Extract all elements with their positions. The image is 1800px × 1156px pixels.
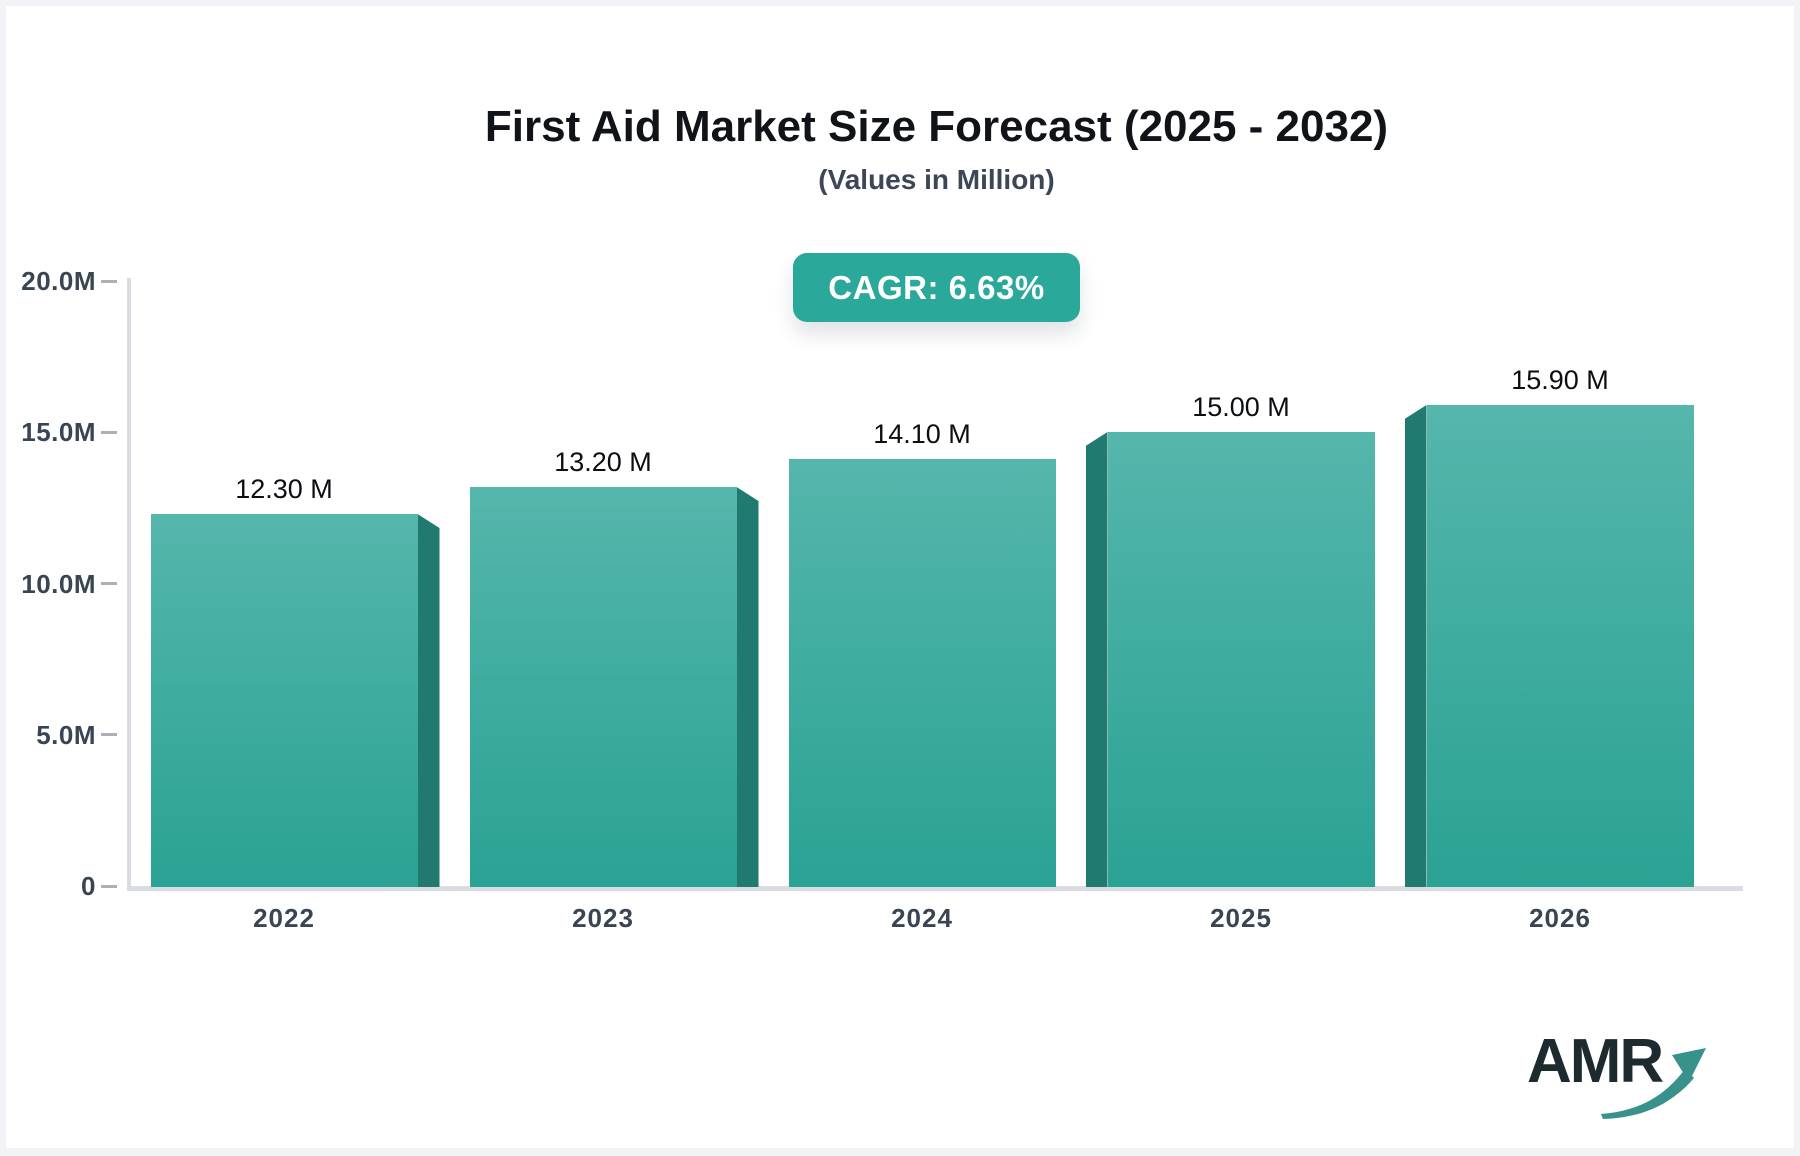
y-tick-label-5.0M: 5.0M xyxy=(36,719,96,750)
y-tick-mark xyxy=(101,279,117,283)
x-axis-line xyxy=(127,886,1743,891)
bar-2022[interactable] xyxy=(150,514,418,887)
y-tick-label-0: 0 xyxy=(81,871,96,901)
logo-growth-arrow-icon xyxy=(1601,1048,1706,1119)
x-tick-label-2023: 2023 xyxy=(572,903,634,933)
x-tick-label-2026: 2026 xyxy=(1529,903,1591,933)
bar-2024[interactable] xyxy=(788,459,1056,887)
y-tick-mark xyxy=(101,582,117,585)
amr-logo: AMR xyxy=(1505,1022,1735,1134)
bar-value-label-2023: 13.20 M xyxy=(554,447,652,477)
x-tick-label-2024: 2024 xyxy=(891,903,953,933)
y-tick-mark xyxy=(101,884,117,888)
x-tick-label-2025: 2025 xyxy=(1210,903,1272,933)
bar-3d-side-2022 xyxy=(417,514,440,887)
y-tick-label-15.0M: 15.0M xyxy=(21,417,96,448)
bar-value-label-2025: 15.00 M xyxy=(1192,392,1290,422)
bar-3d-side-2023 xyxy=(736,487,759,887)
bar-2025[interactable] xyxy=(1107,432,1375,887)
bar-value-label-2022: 12.30 M xyxy=(235,474,333,504)
y-tick-mark xyxy=(101,430,117,434)
logo-text: AMR xyxy=(1527,1027,1664,1096)
y-tick-label-10.0M: 10.0M xyxy=(21,568,96,599)
bar-value-label-2024: 14.10 M xyxy=(873,419,971,449)
y-tick-label-20.0M: 20.0M xyxy=(21,266,96,296)
bar-3d-side-2026 xyxy=(1404,405,1427,887)
bar-2026[interactable] xyxy=(1426,405,1694,887)
bar-2023[interactable] xyxy=(469,487,737,887)
bar-value-label-2026: 15.90 M xyxy=(1511,365,1609,395)
chart-subtitle: (Values in Million) xyxy=(818,164,1055,195)
bar-3d-side-2025 xyxy=(1085,432,1108,887)
chart-title: First Aid Market Size Forecast (2025 - 2… xyxy=(484,102,1389,151)
x-tick-label-2022: 2022 xyxy=(253,903,315,933)
y-tick-mark xyxy=(101,733,117,737)
cagr-badge: CAGR: 6.63% xyxy=(793,253,1080,322)
y-axis-line xyxy=(127,278,131,891)
cagr-badge-row: CAGR: 6.63% xyxy=(130,253,1743,322)
